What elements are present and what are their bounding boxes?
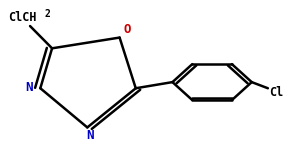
Text: O: O (123, 23, 131, 36)
Text: N: N (86, 129, 94, 142)
Text: 2: 2 (44, 9, 50, 19)
Text: Cl: Cl (269, 86, 283, 99)
Text: ClCH: ClCH (9, 11, 37, 24)
Text: N: N (25, 81, 33, 94)
